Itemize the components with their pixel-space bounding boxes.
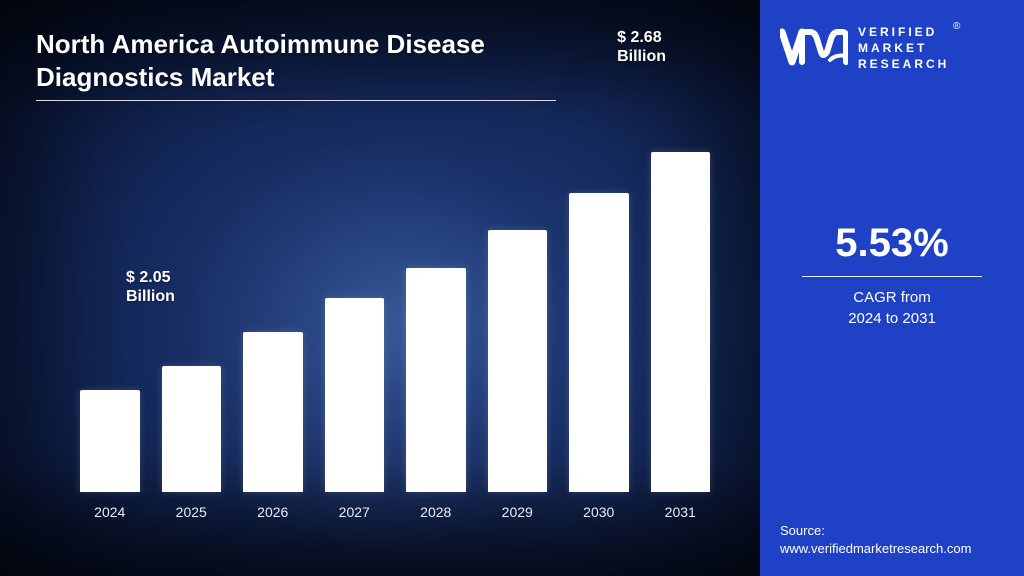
infographic-container: North America Autoimmune Disease Diagnos… [0,0,1024,576]
cagr-underline [802,276,982,277]
chart-panel: North America Autoimmune Disease Diagnos… [0,0,760,576]
bar [162,366,222,492]
bar-wrap [651,152,711,492]
bar [325,298,385,492]
x-axis-label: 2026 [243,504,303,520]
bar [651,152,711,492]
brand-logo: VERIFIEDMARKETRESEARCH® [780,24,1004,73]
bar-wrap [569,193,629,492]
bar-wrap [488,230,548,492]
cagr-value: 5.53% [780,221,1004,266]
x-axis-label: 2030 [569,504,629,520]
source-block: Source: www.verifiedmarketresearch.com [780,522,1004,558]
bar-wrap [406,268,466,492]
title-underline [36,100,556,101]
x-axis-label: 2028 [406,504,466,520]
brand-logo-text: VERIFIEDMARKETRESEARCH® [858,24,949,73]
bar [406,268,466,492]
bar-wrap [243,332,303,492]
bar [488,230,548,492]
source-label: Source: [780,522,1004,540]
x-axis-label: 2025 [162,504,222,520]
bar-chart: $ 2.05Billion $ 2.68Billion 202420252026… [70,136,720,516]
source-url: www.verifiedmarketresearch.com [780,540,1004,558]
bar [243,332,303,492]
x-axis-label: 2031 [651,504,711,520]
x-axis-labels: 2024 2025 2026 2027 2028 2029 2030 2031 [70,504,720,520]
bars-container [70,152,720,492]
last-bar-callout: $ 2.68Billion [617,28,666,66]
x-axis-label: 2029 [488,504,548,520]
bar [569,193,629,492]
bar-wrap [162,366,222,492]
sidebar-panel: VERIFIEDMARKETRESEARCH® 5.53% CAGR from2… [760,0,1024,576]
bar [80,390,140,492]
bar-wrap [80,390,140,492]
page-title: North America Autoimmune Disease Diagnos… [36,28,556,93]
x-axis-label: 2024 [80,504,140,520]
x-axis-label: 2027 [325,504,385,520]
registered-mark: ® [953,20,963,34]
vmr-logo-icon [780,26,848,70]
cagr-label: CAGR from2024 to 2031 [780,287,1004,329]
cagr-block: 5.53% CAGR from2024 to 2031 [780,221,1004,329]
bar-wrap [325,298,385,492]
